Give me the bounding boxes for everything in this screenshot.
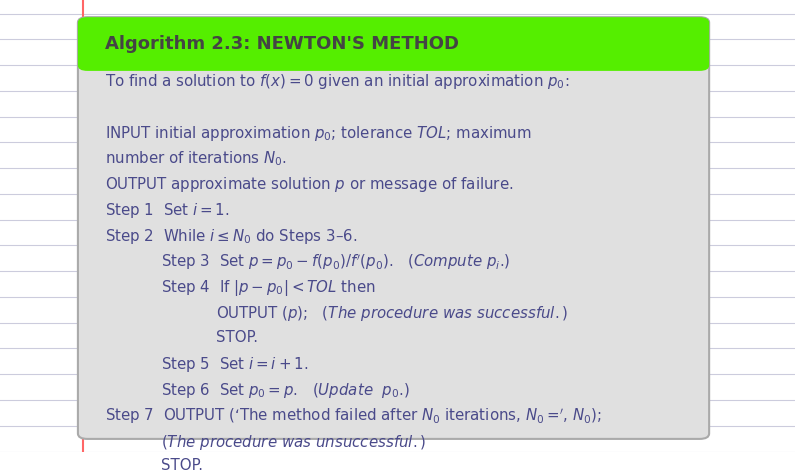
Text: Step 5  Set $i = i + 1$.: Step 5 Set $i = i + 1$. (161, 355, 308, 374)
Text: INPUT initial approximation $p_0$; tolerance $\mathit{TOL}$; maximum: INPUT initial approximation $p_0$; toler… (105, 124, 532, 143)
Text: $(\mathit{The\ procedure\ was\ unsuccessful.})$: $(\mathit{The\ procedure\ was\ unsuccess… (161, 432, 426, 452)
Text: OUTPUT approximate solution $p$ or message of failure.: OUTPUT approximate solution $p$ or messa… (105, 175, 514, 194)
FancyBboxPatch shape (78, 17, 709, 71)
Text: number of iterations $N_0$.: number of iterations $N_0$. (105, 150, 287, 168)
FancyBboxPatch shape (78, 17, 709, 439)
Bar (95, 48, 692, 66)
Text: Step 7  OUTPUT (‘The method failed after $N_0$ iterations, $N_0 =\!'$, $N_0$);: Step 7 OUTPUT (‘The method failed after … (105, 407, 602, 426)
Text: Step 3  Set $p = p_0 - f(p_0)/f'(p_0)$.   $(\mathit{Compute}$ $p_i$.$)$: Step 3 Set $p = p_0 - f(p_0)/f'(p_0)$. $… (161, 253, 510, 272)
Text: Step 2  While $i \leq N_0$ do Steps 3–6.: Step 2 While $i \leq N_0$ do Steps 3–6. (105, 227, 357, 246)
Text: Step 4  If $|p - p_0| < \mathit{TOL}$ then: Step 4 If $|p - p_0| < \mathit{TOL}$ the… (161, 278, 375, 298)
Text: STOP.: STOP. (216, 329, 258, 345)
Text: STOP.: STOP. (161, 458, 203, 472)
Text: OUTPUT $(p)$;   $(\mathit{The\ procedure\ was\ successful.})$: OUTPUT $(p)$; $(\mathit{The\ procedure\ … (216, 304, 568, 323)
Text: Step 1  Set $i = 1$.: Step 1 Set $i = 1$. (105, 201, 230, 220)
Text: To find a solution to $f(x) = 0$ given an initial approximation $p_0$:: To find a solution to $f(x) = 0$ given a… (105, 72, 569, 91)
Text: Algorithm 2.3: NEWTON'S METHOD: Algorithm 2.3: NEWTON'S METHOD (105, 35, 459, 53)
Text: Step 6  Set $p_0 = p$.   $(\mathit{Update}$ $\ p_0$.$)$: Step 6 Set $p_0 = p$. $(\mathit{Update}$… (161, 381, 409, 400)
